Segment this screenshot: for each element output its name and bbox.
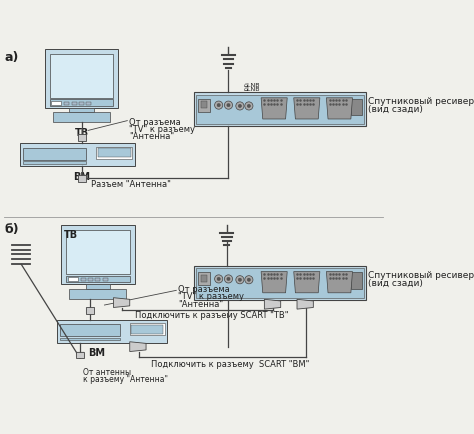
Circle shape	[236, 276, 244, 284]
Bar	[86, 102, 91, 106]
Bar	[61, 226, 135, 284]
Text: ТВ: ТВ	[64, 230, 78, 240]
Text: От разъема: От разъема	[129, 117, 181, 126]
Polygon shape	[261, 99, 287, 120]
Circle shape	[245, 276, 253, 284]
Text: От антенны: От антенны	[83, 367, 131, 376]
Text: "Антенна": "Антенна"	[129, 132, 174, 141]
Circle shape	[238, 105, 242, 108]
Bar	[53, 113, 110, 123]
Circle shape	[227, 278, 230, 281]
Bar	[60, 338, 120, 340]
Polygon shape	[264, 299, 281, 309]
Bar	[72, 102, 77, 106]
Text: Спутниковый ресивер: Спутниковый ресивер	[368, 270, 474, 279]
Text: Разъем "Антенна": Разъем "Антенна"	[91, 180, 171, 189]
Bar	[96, 148, 132, 160]
Bar	[130, 323, 165, 335]
Bar	[76, 352, 84, 358]
Polygon shape	[294, 99, 320, 120]
Text: ТВ: ТВ	[74, 128, 89, 138]
Bar	[98, 149, 130, 158]
Bar	[194, 93, 365, 127]
Bar	[198, 99, 210, 112]
Text: От разъема: От разъема	[178, 284, 229, 293]
Circle shape	[227, 104, 230, 108]
Bar	[23, 148, 86, 161]
Polygon shape	[294, 272, 320, 293]
Text: ВМ: ВМ	[73, 172, 90, 182]
Bar	[86, 308, 94, 314]
Polygon shape	[297, 299, 313, 309]
Bar	[351, 273, 362, 289]
Text: "Антенна": "Антенна"	[178, 299, 223, 308]
Bar	[201, 102, 207, 109]
Circle shape	[215, 275, 223, 283]
Bar	[68, 278, 78, 282]
Bar	[66, 276, 130, 283]
Text: "TV" к разъему: "TV" к разъему	[129, 125, 195, 134]
Text: к разъему "Антенна": к разъему "Антенна"	[83, 375, 168, 384]
Circle shape	[224, 102, 233, 110]
Bar	[23, 162, 86, 164]
Bar	[88, 279, 93, 282]
Circle shape	[245, 102, 253, 111]
Circle shape	[217, 278, 220, 281]
Text: ⌂LNB: ⌂LNB	[243, 83, 260, 88]
Bar	[50, 100, 113, 107]
Bar	[78, 176, 86, 182]
Bar	[57, 320, 167, 343]
Bar	[50, 55, 113, 99]
Circle shape	[217, 104, 220, 108]
Circle shape	[224, 275, 233, 283]
Bar	[60, 324, 120, 336]
Bar	[351, 99, 362, 115]
Polygon shape	[261, 272, 287, 293]
Circle shape	[247, 105, 250, 108]
Bar	[69, 289, 127, 299]
Bar	[45, 50, 118, 108]
Bar	[64, 102, 69, 106]
Text: ВМ: ВМ	[88, 348, 105, 358]
Circle shape	[215, 102, 223, 110]
Text: Подключить к разъему SCART "ТВ": Подключить к разъему SCART "ТВ"	[135, 310, 288, 319]
Bar	[103, 279, 108, 282]
Text: Подключить к разъему  SCART "ВМ": Подключить к разъему SCART "ВМ"	[151, 359, 310, 368]
Bar	[201, 275, 207, 283]
Bar	[69, 108, 94, 113]
Text: (вид сзади): (вид сзади)	[368, 105, 423, 114]
Bar	[66, 230, 130, 274]
Text: "TV" к разъему: "TV" к разъему	[178, 292, 244, 300]
Bar	[196, 269, 364, 298]
Text: а): а)	[5, 51, 19, 64]
Text: Спутниковый ресивер: Спутниковый ресивер	[368, 97, 474, 106]
Polygon shape	[130, 342, 146, 352]
Bar	[196, 95, 364, 125]
Bar	[131, 325, 163, 334]
Circle shape	[247, 279, 250, 282]
Text: ⌂LNB: ⌂LNB	[243, 87, 260, 92]
Circle shape	[236, 102, 244, 111]
Bar	[79, 102, 84, 106]
Text: (вид сзади): (вид сзади)	[368, 279, 423, 287]
Polygon shape	[113, 298, 130, 308]
Bar	[198, 273, 210, 286]
Polygon shape	[327, 272, 353, 293]
Bar	[78, 135, 86, 141]
Circle shape	[238, 279, 242, 282]
Bar	[20, 144, 135, 167]
Text: б): б)	[5, 222, 19, 235]
Polygon shape	[327, 99, 353, 120]
Bar	[95, 279, 100, 282]
Bar	[194, 266, 365, 300]
Bar	[81, 279, 86, 282]
Bar	[51, 102, 61, 106]
Bar	[86, 284, 110, 289]
